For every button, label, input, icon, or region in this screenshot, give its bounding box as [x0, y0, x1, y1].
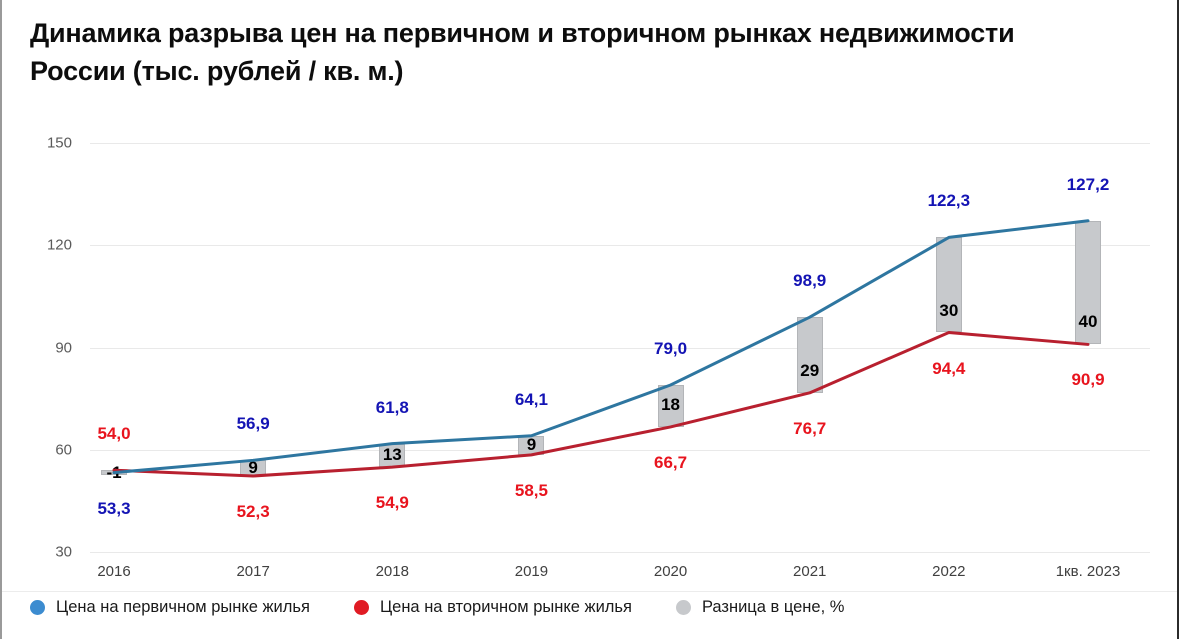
gap-bar [796, 317, 823, 393]
y-axis-tick-label: 150 [46, 134, 72, 152]
primary-market-value-label: 53,3 [97, 498, 131, 518]
gridline [90, 552, 1150, 553]
gap-value-label: 40 [1078, 312, 1098, 332]
x-axis-tick-label: 2018 [375, 563, 409, 580]
secondary-market-value-label: 76,7 [793, 418, 827, 438]
secondary-market-line [112, 331, 1090, 478]
secondary-market-value-label: 90,9 [1071, 370, 1105, 390]
gap-value-label: 30 [939, 300, 959, 320]
primary-market-value-label: 79,0 [654, 338, 688, 358]
secondary-market-value-label: 94,4 [932, 358, 966, 378]
gridline [90, 347, 1150, 349]
gap-value-label: 9 [526, 435, 537, 455]
legend-divider [2, 591, 1177, 592]
gridline [90, 245, 1150, 247]
secondary-market-value-label: 52,3 [236, 501, 270, 521]
legend-marker-icon [30, 600, 45, 615]
primary-market-value-label: 122,3 [927, 191, 971, 211]
legend-item-label: Разница в цене, % [701, 598, 845, 616]
x-axis-tick-label: 2021 [793, 563, 827, 580]
secondary-market-value-label: 54,0 [97, 424, 131, 444]
legend-item-label: Цена на вторичном рынке жилья [379, 598, 632, 616]
legend-marker-icon [675, 600, 691, 615]
gap-value-label: 13 [382, 445, 402, 465]
gap-value-label: 18 [661, 394, 681, 414]
legend-item-1[interactable]: Цена на вторичном рынке жилья [353, 598, 632, 617]
gap-value-label: -1 [106, 462, 122, 482]
legend-item-label: Цена на первичном рынке жилья [56, 598, 310, 616]
gridline [90, 143, 1150, 144]
legend-marker-icon [353, 600, 369, 615]
primary-market-value-label: 64,1 [514, 389, 548, 409]
secondary-market-value-label: 66,7 [654, 452, 688, 472]
secondary-market-value-label: 54,9 [375, 493, 409, 513]
secondary-market-value-label: 58,5 [514, 480, 548, 500]
y-axis-tick-label: 60 [55, 441, 72, 459]
x-axis-tick-label: 2019 [514, 563, 549, 580]
page-title: Динамика разрыва цен на первичном и втор… [30, 18, 1015, 87]
x-axis-tick-label: 2022 [932, 563, 966, 580]
primary-market-value-label: 127,2 [1066, 174, 1110, 194]
chart-legend: Цена на первичном рынке жилья Цена на вто… [30, 598, 844, 617]
x-axis-tick-label: 1кв. 2023 [1055, 563, 1121, 580]
primary-market-value-label: 98,9 [793, 271, 827, 291]
x-axis-tick-label: 2016 [97, 563, 131, 580]
y-axis-tick-label: 90 [55, 339, 72, 356]
legend-item-0[interactable]: Цена на первичном рынке жилья [30, 598, 310, 617]
gridline [90, 449, 1150, 451]
primary-market-value-label: 56,9 [236, 414, 270, 434]
y-axis-tick-label: 30 [55, 543, 72, 561]
gap-value-label: 29 [800, 360, 820, 380]
x-axis-tick-label: 2017 [236, 563, 270, 580]
x-axis-tick-label: 2020 [653, 563, 688, 580]
legend-item-2[interactable]: Разница в цене, % [675, 598, 845, 617]
gap-value-label: 9 [248, 458, 258, 478]
primary-market-value-label: 61,8 [375, 397, 409, 417]
y-axis-tick-label: 120 [46, 236, 72, 254]
